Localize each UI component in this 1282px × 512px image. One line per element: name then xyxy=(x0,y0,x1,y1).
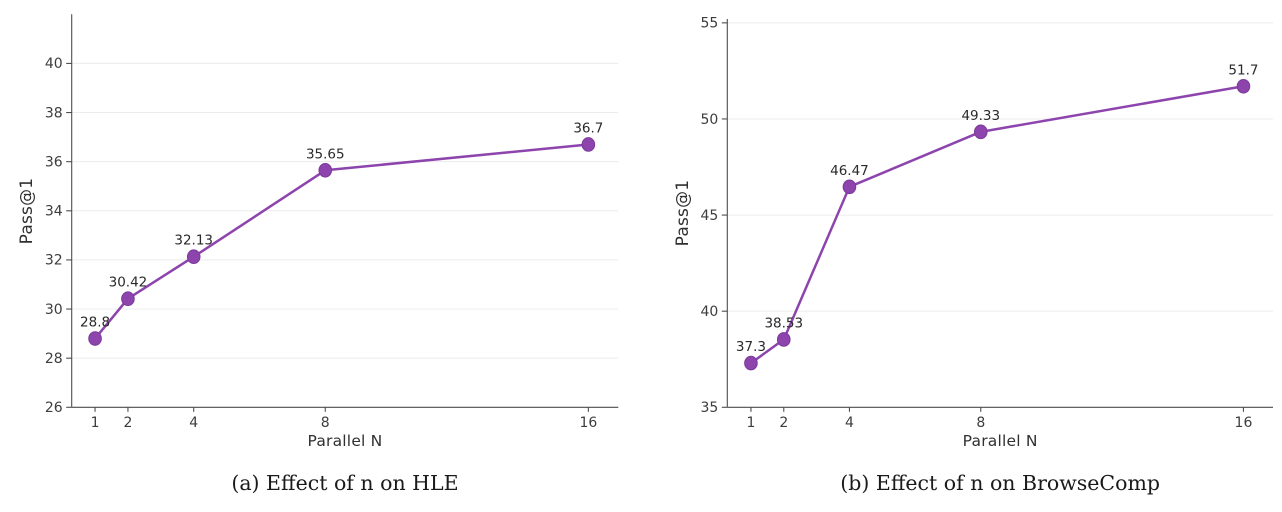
y-tick-label: 40 xyxy=(700,304,718,320)
data-point-label: 49.33 xyxy=(961,108,1000,124)
data-point-label: 51.7 xyxy=(1228,62,1258,78)
data-point xyxy=(973,124,988,140)
data-point-label: 38.53 xyxy=(764,315,803,331)
chart-panel-hle: 26 28 30 32 34 36 38 40 1 2 4 8 16 28.8 30.42 32.13 35.6… xyxy=(0,0,640,512)
x-tick-label: 2 xyxy=(123,415,132,431)
y-tick-label: 35 xyxy=(700,400,718,416)
series-line xyxy=(749,85,1245,365)
x-tick-label: 4 xyxy=(845,415,854,431)
data-point xyxy=(776,332,791,347)
data-point-label: 35.65 xyxy=(306,146,345,162)
y-tick-label: 36 xyxy=(45,154,63,170)
data-point-label: 36.7 xyxy=(573,120,603,136)
y-axis-label: Pass@1 xyxy=(673,179,693,247)
x-tick-label: 8 xyxy=(321,415,330,431)
y-tick-label: 28 xyxy=(45,351,63,367)
data-point xyxy=(842,179,857,195)
y-tick-label: 45 xyxy=(700,208,718,224)
data-point-label: 46.47 xyxy=(830,163,869,179)
y-tick-label: 26 xyxy=(45,400,63,416)
y-tick-label: 32 xyxy=(45,253,63,269)
data-point xyxy=(121,291,135,307)
x-axis-label: Parallel N xyxy=(307,432,383,450)
data-point xyxy=(581,137,596,152)
chart-panel-browsecomp: 35 40 45 50 55 1 2 4 8 16 37.3 38.53 46.47 49.33 51.7 … xyxy=(640,0,1282,512)
data-point xyxy=(318,162,333,178)
data-point xyxy=(1236,78,1251,94)
x-tick-label: 4 xyxy=(189,415,198,431)
x-tick-label: 1 xyxy=(91,415,100,431)
y-tick-label: 40 xyxy=(45,56,63,72)
x-tick-label: 2 xyxy=(779,415,788,431)
y-tick-label: 55 xyxy=(700,16,718,32)
subfigure-caption: (a) Effect of n on HLE xyxy=(231,471,459,495)
x-tick-label: 1 xyxy=(746,415,755,431)
y-axis-label: Pass@1 xyxy=(17,177,37,245)
x-tick-label: 16 xyxy=(579,415,597,431)
x-axis-label: Parallel N xyxy=(962,432,1038,450)
data-point-label: 28.8 xyxy=(80,315,110,331)
data-point xyxy=(88,331,102,346)
data-point-label: 30.42 xyxy=(109,275,148,291)
y-tick-label: 30 xyxy=(45,302,63,318)
line-chart-browsecomp: 35 40 45 50 55 1 2 4 8 16 37.3 38.53 46.47 49.33 51.7 xyxy=(700,16,1273,431)
data-point xyxy=(744,355,758,371)
y-tick-label: 50 xyxy=(700,112,718,128)
data-point xyxy=(186,249,201,265)
x-tick-label: 16 xyxy=(1235,415,1253,431)
line-chart-hle: 26 28 30 32 34 36 38 40 1 2 4 8 16 28.8 30.42 32.13 35.6… xyxy=(45,14,619,431)
y-tick-label: 34 xyxy=(45,204,63,220)
data-point-label: 32.13 xyxy=(174,233,213,249)
subfigure-caption: (b) Effect of n on BrowseComp xyxy=(840,471,1161,495)
x-tick-label: 8 xyxy=(976,415,985,431)
data-point-label: 37.3 xyxy=(736,339,766,355)
y-tick-label: 38 xyxy=(45,105,63,121)
